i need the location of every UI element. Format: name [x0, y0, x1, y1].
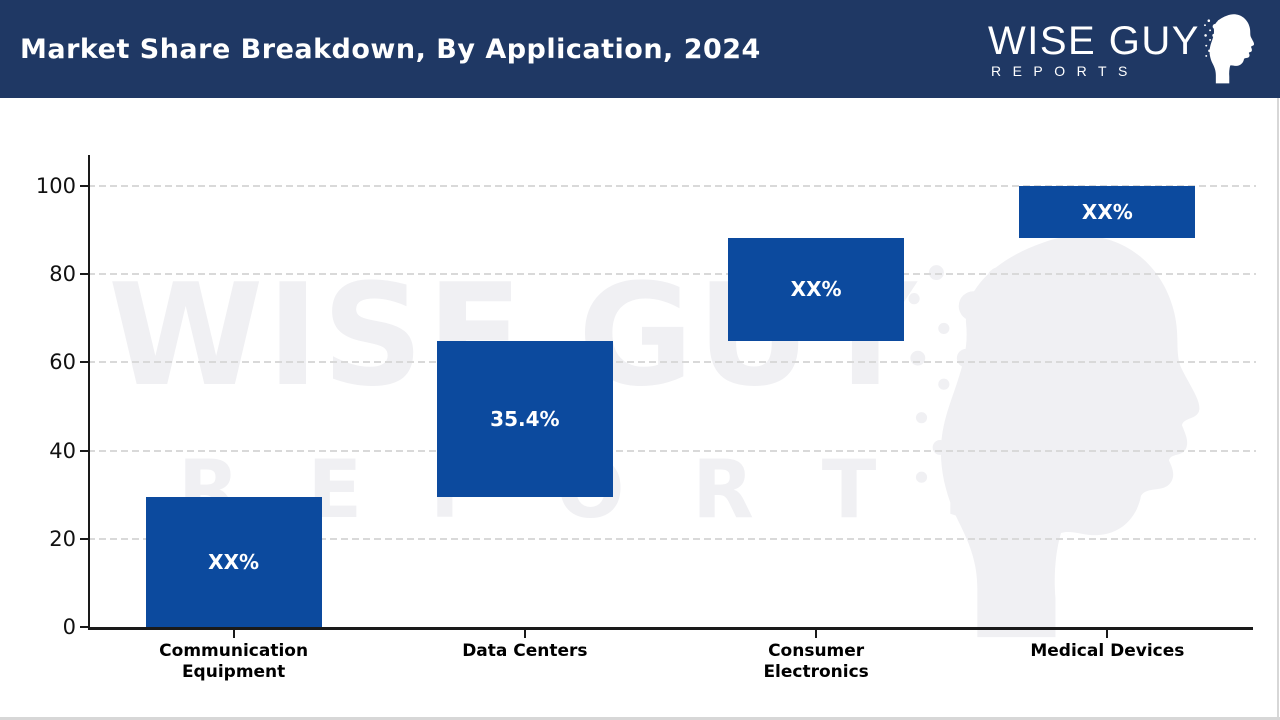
bar-value-label-3: XX%: [790, 277, 842, 302]
y-tick-80: [80, 273, 88, 276]
y-tick-40: [80, 449, 88, 452]
gridline-80: [88, 273, 1256, 276]
y-tick-20: [80, 537, 88, 540]
gridline-100: [88, 185, 1256, 187]
bar-3: [728, 237, 905, 342]
frame-right-edge: [1277, 98, 1279, 720]
y-tick-label-40: 40: [49, 438, 76, 463]
y-axis: [88, 155, 90, 629]
y-tick-label-80: 80: [49, 262, 76, 287]
plot-area: WISE GUY R E P O R T S 020406080100XX%Co…: [0, 98, 1280, 720]
y-tick-60: [80, 361, 88, 364]
watermark-face-icon: [862, 216, 1234, 664]
logo-wordmark: WISE GUY REPORTS: [988, 21, 1200, 78]
logo-face-icon: [1196, 11, 1260, 88]
bar-value-label-2: 35.4%: [490, 407, 560, 432]
x-category-label-3: Consumer Electronics: [763, 641, 869, 683]
y-tick-0: [80, 626, 88, 628]
y-tick-label-60: 60: [49, 350, 76, 375]
header: Market Share Breakdown, By Application, …: [0, 0, 1280, 98]
logo-wordmark-line1: WISE GUY: [987, 18, 1200, 63]
gridline-40: [88, 449, 1256, 452]
frame-bottom-edge: [0, 717, 1280, 720]
x-tick-3: [815, 630, 818, 638]
y-tick-label-0: 0: [62, 615, 76, 639]
x-tick-4: [1106, 630, 1109, 638]
bar-1: [145, 497, 322, 627]
bar-4: [1019, 186, 1196, 238]
x-tick-1: [232, 630, 235, 638]
bar-2: [436, 341, 613, 498]
y-tick-100: [80, 185, 88, 187]
x-axis: [88, 627, 1253, 630]
gridline-20: [88, 537, 1256, 540]
logo-wordmark-line2: REPORTS: [990, 62, 1139, 79]
gridline-60: [88, 361, 1256, 364]
x-category-label-2: Data Centers: [462, 641, 588, 661]
bar-value-label-4: XX%: [1081, 199, 1133, 224]
y-tick-label-20: 20: [49, 526, 76, 551]
x-category-label-1: Communication Equipment: [159, 641, 309, 683]
x-category-label-4: Medical Devices: [1030, 641, 1185, 661]
bar-value-label-1: XX%: [208, 550, 260, 575]
wiseguy-logo: WISE GUY REPORTS: [988, 11, 1260, 88]
page-title: Market Share Breakdown, By Application, …: [20, 33, 761, 65]
y-tick-label-100: 100: [35, 174, 76, 198]
x-tick-2: [523, 630, 526, 638]
